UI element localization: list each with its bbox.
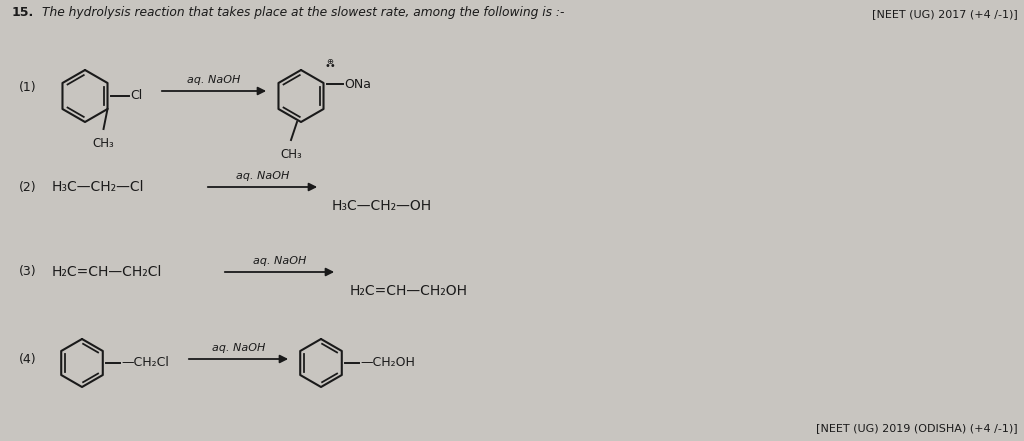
Text: —CH₂OH: —CH₂OH [360,355,415,369]
Text: H₂C=CH—CH₂Cl: H₂C=CH—CH₂Cl [52,265,163,279]
Text: [NEET (UG) 2019 (ODISHA) (+4 /-1)]: [NEET (UG) 2019 (ODISHA) (+4 /-1)] [816,423,1018,433]
Text: ••: •• [325,61,336,71]
Text: (2): (2) [19,180,37,194]
Text: 15.: 15. [12,6,34,19]
Text: (3): (3) [19,265,37,279]
Text: aq. NaOH: aq. NaOH [187,75,241,85]
Text: —CH₂Cl: —CH₂Cl [121,355,169,369]
Text: (4): (4) [19,352,37,366]
Text: ⊕: ⊕ [327,57,334,66]
Text: CH₃: CH₃ [281,148,302,161]
Text: [NEET (UG) 2017 (+4 /-1)]: [NEET (UG) 2017 (+4 /-1)] [872,9,1018,19]
Text: (1): (1) [19,82,37,94]
Text: H₃C—CH₂—Cl: H₃C—CH₂—Cl [52,180,144,194]
Text: aq. NaOH: aq. NaOH [253,256,306,266]
Text: H₂C=CH—CH₂OH: H₂C=CH—CH₂OH [350,284,468,298]
Text: aq. NaOH: aq. NaOH [236,171,289,181]
Text: Cl: Cl [130,89,142,101]
Text: H₃C—CH₂—OH: H₃C—CH₂—OH [332,199,432,213]
Text: aq. NaOH: aq. NaOH [212,343,265,353]
Text: ONa: ONa [344,78,371,90]
Text: CH₃: CH₃ [92,137,115,150]
Text: The hydrolysis reaction that takes place at the slowest rate, among the followin: The hydrolysis reaction that takes place… [42,6,564,19]
